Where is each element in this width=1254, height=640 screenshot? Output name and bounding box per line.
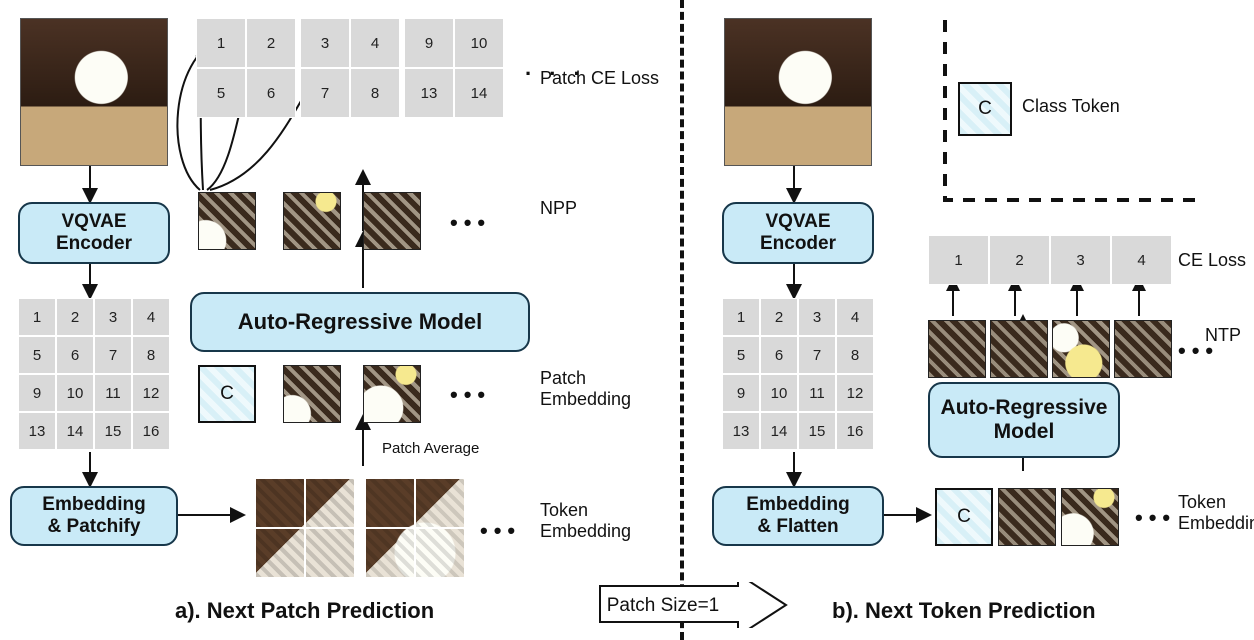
class-token-symbol-a: C bbox=[220, 383, 234, 405]
ce-loss-label: CE Loss bbox=[1178, 250, 1246, 271]
class-token-legend-label: Class Token bbox=[1022, 96, 1120, 117]
token-embed-patch-2-b bbox=[1061, 488, 1119, 546]
ntp-row-label: NTP bbox=[1205, 325, 1241, 346]
token-embedding-label-a: Token Embedding bbox=[540, 500, 631, 542]
token-grid-a: 1 2 3 4 5 6 7 8 9 10 11 12 13 14 15 16 bbox=[18, 298, 170, 450]
npp-row-label: NPP bbox=[540, 198, 577, 219]
autoregressive-label-b: Auto-Regressive Model bbox=[941, 396, 1108, 444]
svg-text:Patch Size=1: Patch Size=1 bbox=[607, 595, 720, 616]
embedding-patchify-box[interactable]: Embedding & Patchify bbox=[10, 486, 178, 546]
center-divider-line bbox=[680, 0, 684, 640]
patch-ce-loss-label: Patch CE Loss bbox=[540, 68, 659, 89]
embedding-flatten-label: Embedding & Flatten bbox=[746, 494, 849, 538]
token-embedding-label-b: Token Embedding bbox=[1178, 492, 1254, 534]
class-token-b-token-row: C bbox=[935, 488, 993, 546]
vqvae-encoder-box-a[interactable]: VQVAE Encoder bbox=[18, 202, 170, 264]
token-embed-dots-a: ••• bbox=[480, 518, 521, 544]
class-token-symbol-b-row: C bbox=[957, 506, 971, 528]
patch-embedding-label-a: Patch Embedding bbox=[540, 368, 631, 410]
section-b-title: b). Next Token Prediction bbox=[832, 598, 1096, 624]
section-a-title: a). Next Patch Prediction bbox=[175, 598, 434, 624]
patch-embed-dots-a: ••• bbox=[450, 382, 491, 408]
token-embed-dots-b: ••• bbox=[1135, 505, 1176, 531]
npp-number-grid-3: 9 10 13 14 bbox=[404, 18, 504, 118]
npp-patch-3-a bbox=[363, 192, 421, 250]
autoregressive-label-a: Auto-Regressive Model bbox=[238, 309, 483, 334]
patch-size-box: Patch Size=1 bbox=[598, 582, 788, 628]
cockatoo-photo-right bbox=[724, 18, 872, 166]
token-embed-patch-1-b bbox=[998, 488, 1056, 546]
autoregressive-model-box-a[interactable]: Auto-Regressive Model bbox=[190, 292, 530, 352]
ntp-number-grid: 1 2 3 4 bbox=[928, 235, 1172, 285]
cockatoo-photo-left bbox=[20, 18, 168, 166]
ntp-patch-4 bbox=[1114, 320, 1172, 378]
vqvae-encoder-label-b: VQVAE Encoder bbox=[760, 211, 836, 255]
patch-embed-2-a bbox=[363, 365, 421, 423]
diagram-root: VQVAE Encoder 1 2 3 4 5 6 7 8 9 10 11 12… bbox=[0, 0, 1254, 640]
patch-average-label: Patch Average bbox=[382, 440, 479, 457]
embedding-flatten-box[interactable]: Embedding & Flatten bbox=[712, 486, 884, 546]
class-token-legend: C bbox=[958, 82, 1012, 136]
class-token-symbol-legend: C bbox=[978, 98, 992, 120]
embedding-patchify-label: Embedding & Patchify bbox=[42, 494, 145, 538]
npp-number-grid-1: 1 2 5 6 bbox=[196, 18, 296, 118]
token-embed-block-1 bbox=[255, 478, 355, 578]
ntp-patch-2 bbox=[990, 320, 1048, 378]
token-embed-block-2 bbox=[365, 478, 465, 578]
ntp-patch-3 bbox=[1052, 320, 1110, 378]
patch-embed-1-a bbox=[283, 365, 341, 423]
npp-patch-2-a bbox=[283, 192, 341, 250]
npp-source-patch-a bbox=[198, 192, 256, 250]
token-grid-b: 1 2 3 4 5 6 7 8 9 10 11 12 13 14 15 16 bbox=[722, 298, 874, 450]
vqvae-encoder-label-a: VQVAE Encoder bbox=[56, 211, 132, 255]
class-token-a: C bbox=[198, 365, 256, 423]
autoregressive-model-box-b[interactable]: Auto-Regressive Model bbox=[928, 382, 1120, 458]
vqvae-encoder-box-b[interactable]: VQVAE Encoder bbox=[722, 202, 874, 264]
ntp-patch-1 bbox=[928, 320, 986, 378]
npp-number-grid-2: 3 4 7 8 bbox=[300, 18, 400, 118]
npp-dots-a: ••• bbox=[450, 210, 491, 236]
